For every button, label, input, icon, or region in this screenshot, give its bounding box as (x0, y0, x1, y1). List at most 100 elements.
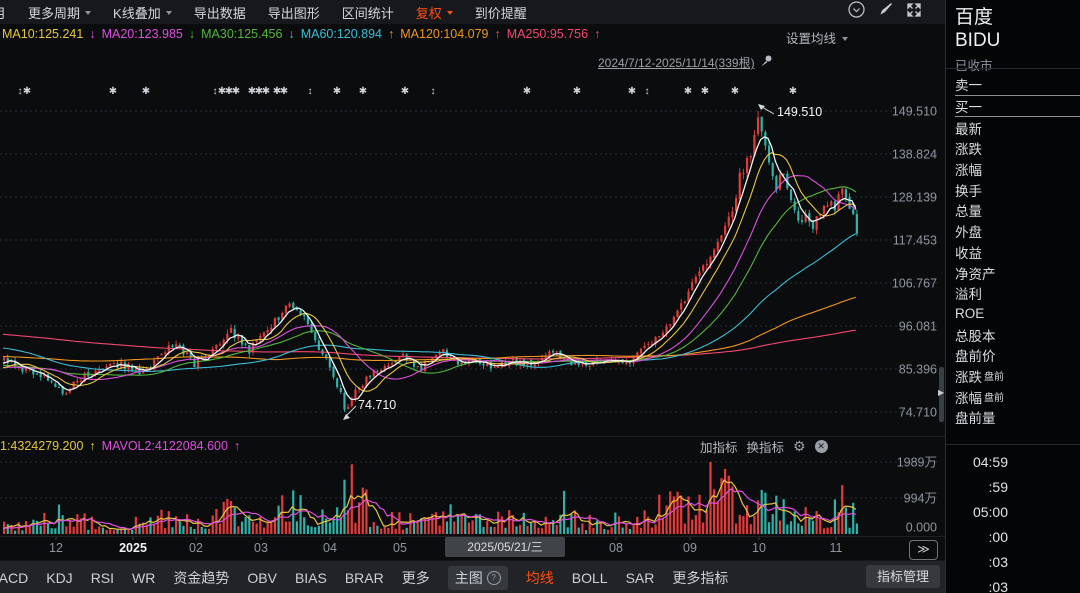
toolbar-item-export-data[interactable]: 导出数据 (194, 3, 246, 22)
toolbar-item-month[interactable]: 月 (0, 3, 6, 22)
timeline-expand-button[interactable]: ≫ (909, 540, 938, 560)
volume-bar (852, 502, 855, 534)
close-pane-icon[interactable]: ✕ (814, 440, 828, 453)
ma-settings-button[interactable]: 设置均线 (786, 28, 849, 47)
candle-body (98, 369, 101, 372)
volume-bar (35, 520, 39, 534)
tab-bias[interactable]: BIAS (295, 570, 327, 586)
tab-rsi[interactable]: RSI (91, 570, 114, 586)
volume-bar (98, 526, 101, 534)
candle-body (533, 364, 536, 367)
tab-wr[interactable]: WR (132, 570, 155, 586)
candle-body (401, 353, 405, 356)
volume-bar (156, 515, 159, 534)
candle-body (482, 363, 485, 366)
quote-field-premarket-price: 盘前价 (955, 345, 1080, 366)
volume-bar (500, 516, 503, 534)
event-star-icon: ✱ (273, 86, 281, 97)
ma-legend-token: ↑ (594, 27, 601, 41)
toolbar-item-label: 更多周期 (28, 5, 81, 21)
tab-more-indicators[interactable]: 更多指标 (672, 568, 728, 588)
volume-bar (595, 520, 599, 534)
toolbar-item-kline-overlay[interactable]: K线叠加 (113, 3, 172, 22)
expand-icon[interactable] (906, 2, 922, 23)
volume-bar (90, 516, 94, 534)
tab-brar[interactable]: BRAR (345, 570, 384, 586)
volume-bar (526, 525, 529, 534)
volume-bar (54, 528, 57, 534)
volume-bar (405, 527, 408, 534)
tab-obv[interactable]: OBV (247, 570, 277, 586)
volume-bar (647, 516, 650, 534)
panel-scrollbar-thumb[interactable] (939, 367, 944, 422)
mavol5-line (2, 479, 857, 530)
tab-label: MACD (0, 569, 29, 586)
candle-body (698, 271, 701, 276)
toolbar-item-range-stats[interactable]: 区间统计 (342, 3, 394, 22)
pin-icon (759, 54, 773, 71)
candle-body (669, 324, 672, 326)
candle-body (215, 344, 218, 350)
candle-body (735, 198, 738, 212)
volume-bar (632, 524, 635, 534)
tab-boll[interactable]: BOLL (572, 570, 608, 586)
date-tooltip: 2025/05/21/三 (445, 537, 565, 557)
volume-bar (665, 505, 668, 534)
ma120-line (2, 296, 856, 362)
add-indicator-button[interactable]: 加指标 (700, 441, 738, 455)
candle-body (595, 359, 599, 362)
tab-more[interactable]: 更多 (402, 568, 430, 588)
panel-collapse-arrow[interactable]: ▶ (938, 388, 945, 397)
volume-bar (434, 512, 438, 534)
candle-body (716, 241, 719, 251)
tab-fund-trend[interactable]: 资金趋势 (173, 568, 229, 588)
main-chart[interactable]: 149.510 138.824 128.139 117.453 106.767 96.08… (0, 0, 945, 593)
volume-bar (262, 527, 266, 534)
switch-indicator-button[interactable]: 换指标 (746, 441, 785, 455)
quote-field-premarket-change-pct: 涨幅 盘前 (955, 386, 1080, 407)
tab-ma[interactable]: 均线 (526, 568, 554, 588)
volume-bar (277, 505, 280, 534)
tab-kdj[interactable]: KDJ (46, 570, 72, 586)
market-status: 已收市 (955, 59, 993, 73)
volume-bar (702, 522, 705, 534)
indicator-manage-button[interactable]: 指标管理 (866, 565, 940, 588)
circle-chevron-down-icon[interactable] (848, 1, 865, 23)
event-star-icon: ✱ (255, 86, 263, 97)
tab-label: SAR (625, 569, 655, 586)
volume-bar (281, 495, 284, 534)
candle-body (186, 352, 189, 355)
toolbar-item-adjust[interactable]: 复权 (416, 3, 453, 22)
toolbar-item-export-image[interactable]: 导出图形 (268, 3, 320, 22)
event-updown-icon: ↕ (308, 86, 313, 97)
volume-bar (478, 514, 481, 534)
candle-body (288, 303, 291, 307)
tab-macd[interactable]: MACD (0, 570, 28, 586)
quote-field-roe: ROE (955, 304, 1080, 325)
candle-body (658, 336, 661, 338)
tab-main-chart[interactable]: 主图? (447, 565, 508, 590)
volume-bar (639, 527, 643, 534)
candle-body (79, 380, 83, 382)
volume-axis-label: 1989万 (897, 456, 937, 470)
volume-bar (720, 478, 723, 534)
candle-body (742, 173, 745, 175)
tab-sar[interactable]: SAR (626, 570, 655, 586)
volume-bar (427, 516, 430, 534)
candle-body (387, 365, 390, 368)
candle-body (588, 366, 591, 367)
quote-field-label: 卖一 (955, 78, 982, 94)
toolbar-item-more-periods[interactable]: 更多周期 (28, 3, 92, 22)
gear-icon[interactable]: ⚙ (793, 438, 806, 454)
date-range[interactable]: 2024/7/12-2025/11/14(339根) (598, 54, 828, 71)
toolbar-item-price-alert[interactable]: 到价提醒 (475, 3, 527, 22)
toolbar-item-label: K线叠加 (113, 5, 161, 21)
volume-bar (764, 492, 767, 534)
event-updown-icon: ↕ (18, 86, 23, 97)
brush-icon[interactable] (878, 2, 893, 22)
volume-bar (636, 516, 639, 534)
candle-body (497, 366, 500, 369)
volume-bar (123, 528, 126, 534)
candle-body (237, 335, 240, 339)
volume-bar (127, 528, 130, 534)
